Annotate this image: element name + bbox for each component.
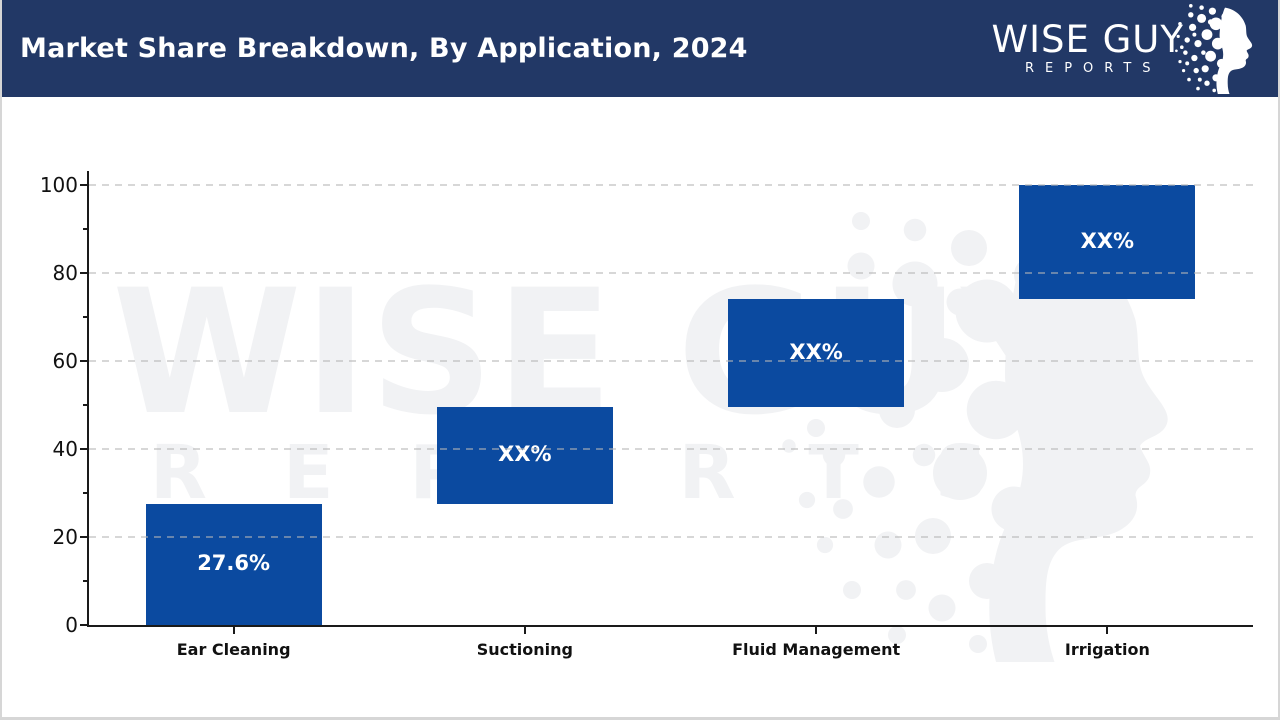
y-tick-mark-40 [80,448,88,450]
wise-guy-reports-logo: WISE GUY REPORTS [991,3,1262,94]
x-axis-line [87,625,1253,627]
gridline-100 [89,184,1253,186]
bar-value-label-irrigation: XX% [1080,229,1135,254]
bar-value-label-suctioning: XX% [498,442,552,467]
y-tick-label-0: 0 [65,613,78,637]
logo-subtitle: REPORTS [1024,61,1162,77]
y-minor-tick-50 [83,404,88,406]
logo-text: WISE GUY REPORTS [991,17,1184,77]
x-tick-mark-fluid-management [815,627,818,634]
y-tick-mark-80 [80,272,88,274]
bar-irrigation: XX% [1019,185,1196,300]
y-tick-label-100: 100 [39,173,78,197]
x-tick-mark-suctioning [523,627,526,634]
gridline-80 [89,272,1253,274]
y-minor-tick-90 [83,228,88,230]
gridline-40 [89,448,1253,450]
category-label-fluid-management: Fluid Management [732,640,901,659]
category-label-irrigation: Irrigation [1064,640,1150,659]
y-tick-mark-0 [80,624,88,626]
y-minor-tick-10 [83,580,88,582]
y-minor-tick-70 [83,316,88,318]
y-minor-tick-30 [83,492,88,494]
bar-value-label-ear-cleaning: 27.6% [197,551,271,576]
gridline-60 [89,360,1253,362]
bar-fluid-management: XX% [728,299,905,408]
bar-ear-cleaning: 27.6% [145,503,322,625]
header-bar: Market Share Breakdown, By Application, … [0,0,1280,97]
page-title: Market Share Breakdown, By Application, … [20,33,748,64]
y-tick-label-40: 40 [52,437,78,461]
y-tick-label-60: 60 [52,349,78,373]
category-label-ear-cleaning: Ear Cleaning [176,640,291,659]
dotted-head-icon [1175,3,1253,94]
y-tick-mark-20 [80,536,88,538]
bar-suctioning: XX% [436,407,613,504]
x-tick-mark-ear-cleaning [232,627,235,634]
x-tick-mark-irrigation [1106,627,1109,634]
gridline-20 [89,536,1253,538]
y-tick-mark-60 [80,360,88,362]
logo-wordmark: WISE GUY [991,17,1184,61]
y-axis-line [87,171,89,627]
y-tick-mark-100 [80,184,88,186]
y-tick-label-80: 80 [52,261,78,285]
category-label-suctioning: Suctioning [476,640,573,659]
y-tick-label-20: 20 [52,525,78,549]
